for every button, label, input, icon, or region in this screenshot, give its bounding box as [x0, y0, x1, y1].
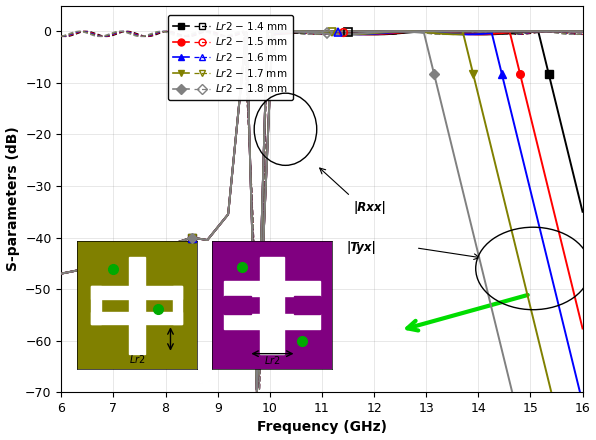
Legend: $Lr2$ $-$ 1.4 mm, $Lr2$ $-$ 1.5 mm, $Lr2$ $-$ 1.6 mm, $Lr2$ $-$ 1.7 mm, $Lr2$ $-: $Lr2$ $-$ 1.4 mm, $Lr2$ $-$ 1.5 mm, $Lr2…	[168, 15, 293, 99]
Text: |Rxx|: |Rxx|	[353, 202, 386, 214]
Text: |Tyx|: |Tyx|	[347, 241, 377, 254]
X-axis label: Frequency (GHz): Frequency (GHz)	[257, 421, 387, 434]
Y-axis label: S-parameters (dB): S-parameters (dB)	[5, 126, 20, 271]
